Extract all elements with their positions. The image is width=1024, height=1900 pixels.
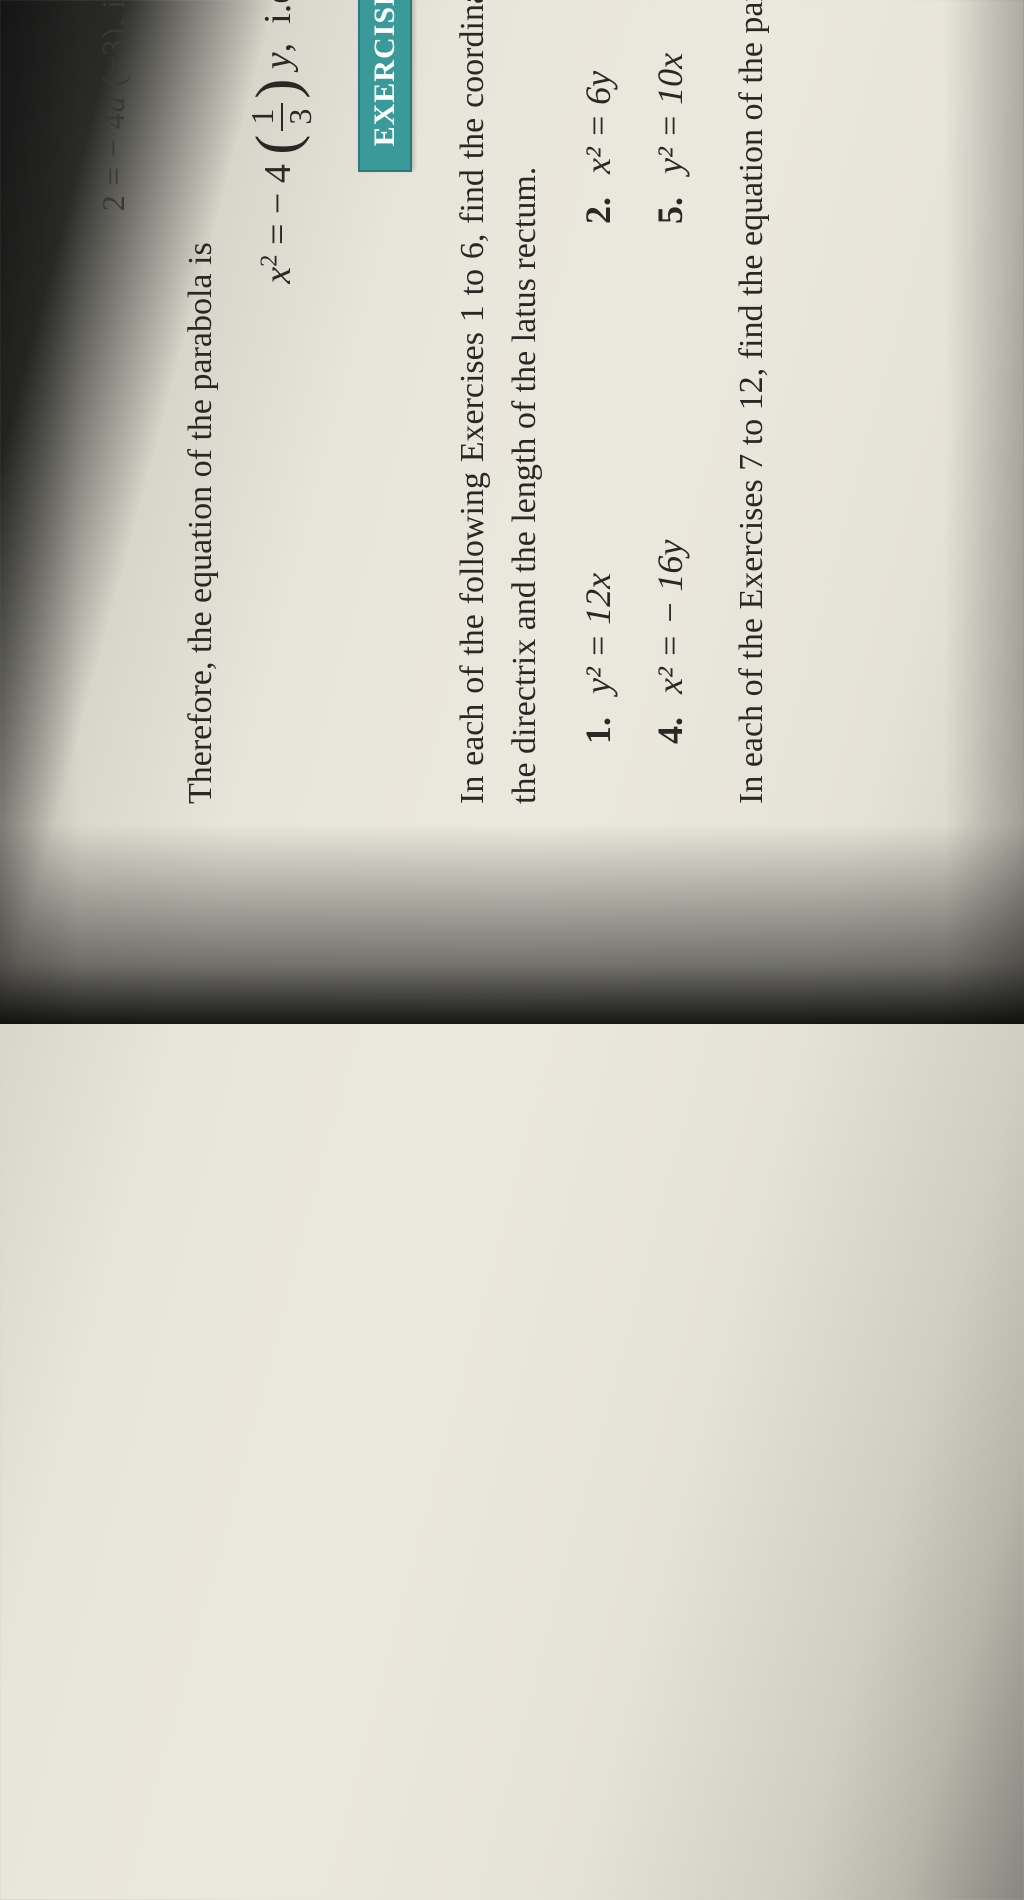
textbook-page: 2 = − 4a (−3), i.e., a = 1 3 Therefore, … xyxy=(0,0,1024,1024)
partial-cut-line: 2 = − 4a (−3), i.e., a = 1 3 xyxy=(80,0,152,804)
eq-frac-num: 1 xyxy=(245,103,282,131)
main-equation: x2 = − 4 ( 1 3 ) y, i.e., 3x2 = − 4y. xyxy=(245,0,317,804)
instructions-2: In each of the Exercises 7 to 12, find t… xyxy=(726,0,779,804)
exercise-heading-wrap: EXERCISE 11.2 xyxy=(358,0,412,804)
problem-5: 5. y² = 10x xyxy=(649,0,691,224)
eq-lhs: x xyxy=(257,267,299,284)
problem-grid: 1. y² = 12x 2. x² = 6y 3. y² = − 8x 4. x… xyxy=(577,0,691,744)
problem-2: 2. x² = 6y xyxy=(577,0,619,224)
problem-number: 4. xyxy=(650,717,690,744)
exercise-heading: EXERCISE 11.2 xyxy=(358,0,412,172)
close-paren: ) xyxy=(244,79,310,99)
problem-equation: x² = 6y xyxy=(578,71,618,174)
partial-text: 2 = − 4a (−3), i.e., a = xyxy=(95,0,131,211)
eq-y: y xyxy=(257,52,299,69)
problem-number: 1. xyxy=(578,717,618,744)
problem-1: 1. y² = 12x xyxy=(577,304,619,744)
problem-number: 5. xyxy=(650,197,690,224)
problem-equation: y² = 10x xyxy=(650,53,690,174)
eq-frac-den: 3 xyxy=(283,103,318,131)
problem-equation: x² = − 16y xyxy=(650,540,690,694)
problem-equation: y² = 12x xyxy=(578,573,618,694)
problem-number: 2. xyxy=(578,197,618,224)
eq-part1: = − 4 xyxy=(257,164,299,245)
open-paren: ( xyxy=(244,135,310,155)
eq-fraction: 1 3 xyxy=(245,103,317,131)
top-vignette xyxy=(0,0,80,1024)
problem-4: 4. x² = − 16y xyxy=(649,304,691,744)
bottom-vignette xyxy=(944,0,1024,1024)
therefore-line: Therefore, the equation of the parabola … xyxy=(182,0,220,804)
instructions-1: In each of the following Exercises 1 to … xyxy=(447,0,552,804)
left-shadow xyxy=(0,824,1024,1024)
